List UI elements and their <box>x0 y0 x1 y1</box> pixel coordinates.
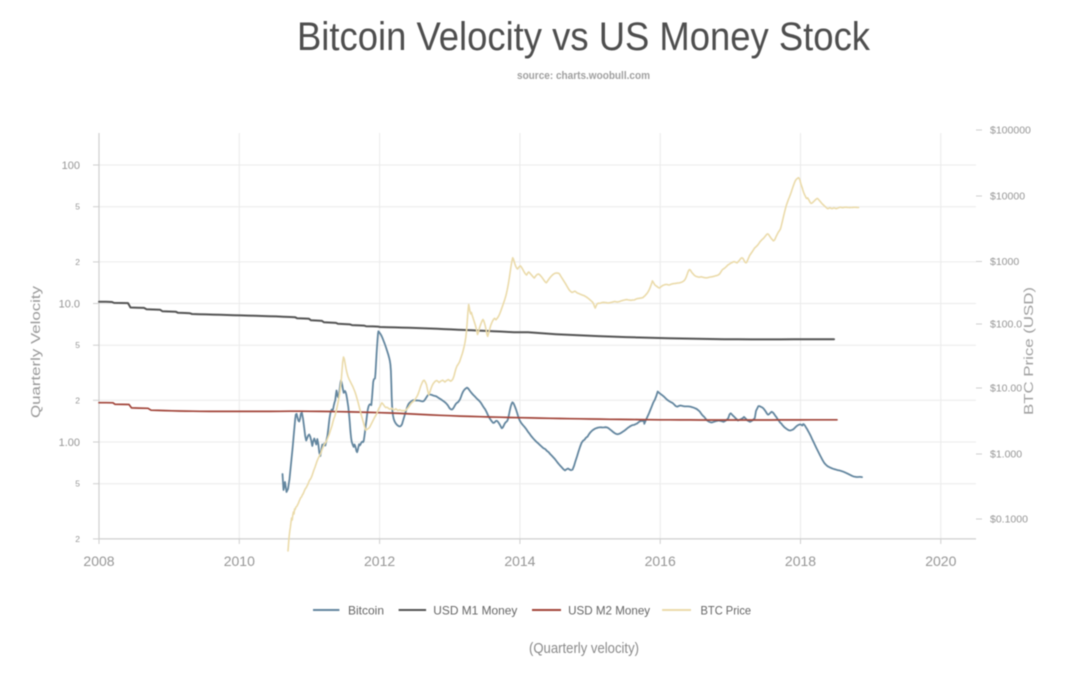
svg-text:(Quarterly velocity): (Quarterly velocity) <box>529 641 639 657</box>
svg-text:Quarterly Velocity: Quarterly Velocity <box>28 285 43 418</box>
svg-text:USD M1 Money: USD M1 Money <box>433 604 517 618</box>
svg-text:2: 2 <box>75 257 80 267</box>
svg-text:2008: 2008 <box>83 553 114 569</box>
svg-text:2: 2 <box>75 395 80 405</box>
svg-text:Bitcoin: Bitcoin <box>348 604 384 618</box>
svg-text:BTC Price (USD): BTC Price (USD) <box>1021 287 1036 415</box>
svg-text:5: 5 <box>75 340 80 350</box>
svg-text:2020: 2020 <box>925 553 956 569</box>
svg-text:$100.0: $100.0 <box>990 319 1022 331</box>
svg-text:10.0: 10.0 <box>59 299 80 311</box>
svg-text:$10000: $10000 <box>990 191 1025 203</box>
svg-text:$100000: $100000 <box>990 125 1031 137</box>
svg-text:2016: 2016 <box>645 553 676 569</box>
svg-text:2012: 2012 <box>364 553 395 569</box>
svg-text:1.00: 1.00 <box>59 437 80 449</box>
svg-text:2: 2 <box>75 534 80 544</box>
svg-text:2018: 2018 <box>785 553 816 569</box>
svg-text:source: charts.woobull.com: source: charts.woobull.com <box>517 70 650 82</box>
svg-text:Bitcoin Velocity vs US Money S: Bitcoin Velocity vs US Money Stock <box>297 15 871 59</box>
svg-text:100: 100 <box>62 160 80 172</box>
svg-text:2010: 2010 <box>224 553 255 569</box>
svg-text:5: 5 <box>75 479 80 489</box>
svg-text:USD M2 Money: USD M2 Money <box>568 604 650 618</box>
svg-text:$1.000: $1.000 <box>990 449 1022 461</box>
svg-text:5: 5 <box>75 202 80 212</box>
svg-text:$10.00: $10.00 <box>990 383 1022 395</box>
svg-text:2014: 2014 <box>504 553 535 569</box>
svg-text:$1000: $1000 <box>990 256 1019 268</box>
svg-text:BTC Price: BTC Price <box>701 604 752 618</box>
svg-text:$0.1000: $0.1000 <box>990 514 1028 526</box>
